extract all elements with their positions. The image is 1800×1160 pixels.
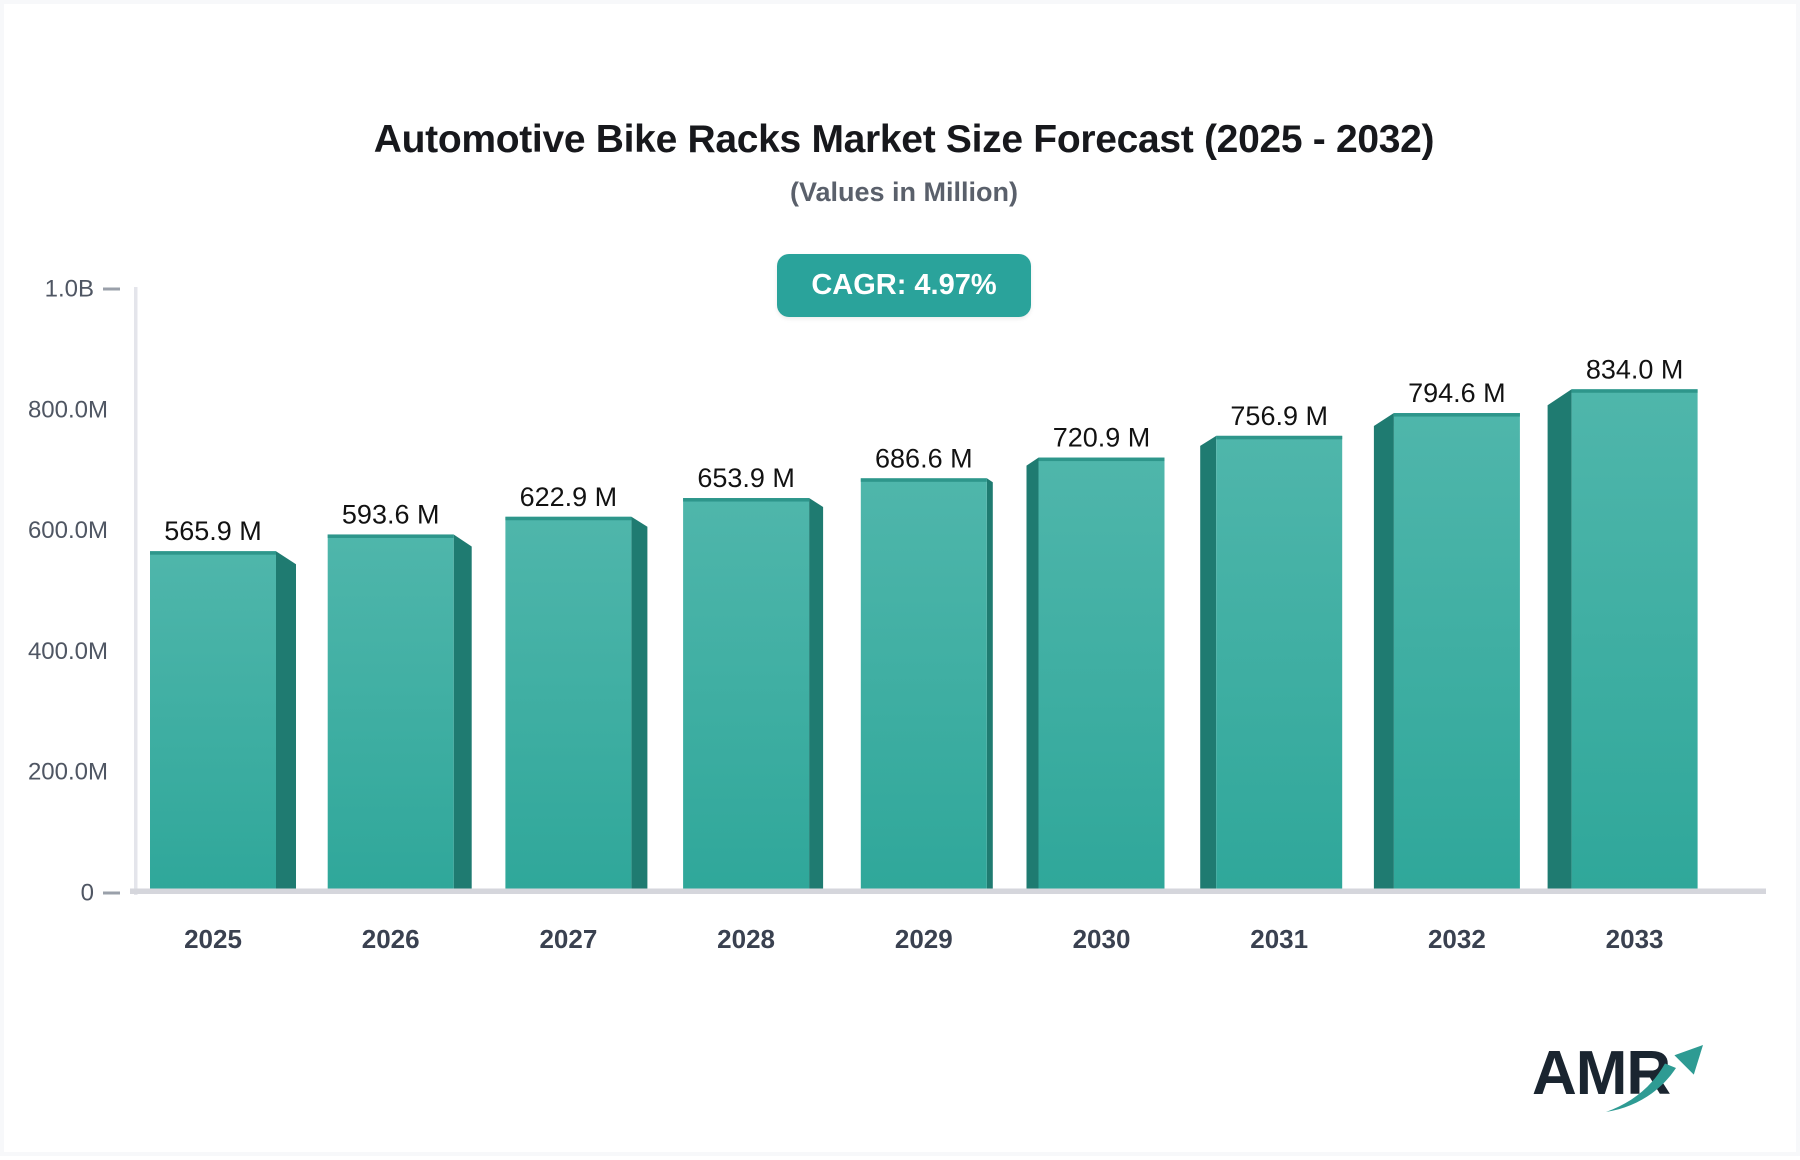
y-axis-label-200.0M: 200.0M [28,759,108,786]
bar-side-face [1200,435,1217,893]
bar-front-face [150,551,276,893]
bar-top-edge [505,516,632,521]
y-axis-label-800.0M: 800.0M [28,396,108,423]
bar-value-label: 756.9 M [1230,401,1328,431]
bar-top-edge [1038,457,1165,462]
bar-2028: 653.9 M 2028 [683,463,824,954]
bar-top-edge [150,551,276,555]
bar-side-face [809,498,824,893]
y-axis-label-600.0M: 600.0M [28,517,108,544]
x-axis-label-2025: 2025 [184,924,242,954]
cagr-badge-row: CAGR: 4.97% [4,254,1800,317]
chart-subtitle: (Values in Million) [789,176,1019,207]
bar-top-edge [860,478,987,482]
bar-value-label: 834.0 M [1586,354,1684,384]
y-axis-line [134,287,138,895]
bar-value-label: 565.9 M [164,516,262,546]
growth-arrow-icon [1606,1045,1703,1112]
x-axis-line [130,888,1766,894]
x-axis-label-2029: 2029 [895,924,953,954]
cagr-badge: CAGR: 4.97% [777,254,1031,317]
bar-front-face [1571,389,1698,893]
bar-front-face [1216,435,1343,893]
x-axis-label-2028: 2028 [717,924,775,954]
bar-2031: 756.9 M 2031 [1200,401,1343,954]
bar-2030: 720.9 M 2030 [1026,423,1165,954]
bar-chart: 0 200.0M 400.0M 600.0M 800.0M 1.0B 565.9 M 2025… [28,276,1766,954]
bar-value-label: 653.9 M [697,463,795,493]
bar-top-edge [1571,389,1698,393]
bar-side-face [986,478,993,893]
bar-value-label: 593.6 M [342,499,440,529]
bar-top-edge [683,498,810,502]
bar-side-face [1026,457,1039,893]
x-axis-label-2032: 2032 [1428,924,1486,954]
bar-2025: 565.9 M 2025 [150,516,296,954]
bar-side-face [1547,389,1572,893]
y-axis-label-0: 0 [81,880,94,907]
bar-2033: 834.0 M 2033 [1547,354,1698,954]
y-axis-label-1.0B: 1.0B [45,276,94,303]
y-axis-tick [103,891,120,895]
bar-front-face [1038,457,1165,893]
x-axis-label-2030: 2030 [1073,924,1131,954]
bar-front-face [683,498,810,893]
bar-side-face [1373,413,1394,893]
bar-front-face [1393,413,1520,893]
brand-logo: AMR [1532,1030,1752,1130]
bar-2029: 686.6 M 2029 [860,443,993,954]
bar-value-label: 686.6 M [875,443,973,473]
bar-top-edge [1393,413,1520,417]
bar-side-face [276,551,296,893]
bar-2026: 593.6 M 2026 [327,499,472,954]
y-axis-label-400.0M: 400.0M [28,638,108,665]
bar-top-edge [327,534,454,538]
bar-2032: 794.6 M 2032 [1373,378,1520,954]
x-axis-label-2026: 2026 [362,924,420,954]
bar-value-label: 720.9 M [1053,423,1151,453]
bar-front-face [327,534,454,893]
bar-2027: 622.9 M 2027 [505,482,648,954]
brand-logo-text: AMR [1532,1039,1671,1108]
bar-top-edge [1216,435,1343,440]
bar-value-label: 794.6 M [1408,378,1506,408]
bar-value-label: 622.9 M [520,482,618,512]
chart-header: Automotive Bike Racks Market Size Foreca… [4,116,1800,208]
x-axis-label-2027: 2027 [539,924,597,954]
chart-title: Automotive Bike Racks Market Size Foreca… [373,118,1435,161]
x-axis-label-2033: 2033 [1606,924,1664,954]
y-axis-tick [103,287,120,291]
bar-side-face [631,516,648,893]
x-axis-label-2031: 2031 [1250,924,1308,954]
bar-front-face [505,516,632,893]
bar-side-face [453,534,472,893]
bar-front-face [860,478,987,893]
